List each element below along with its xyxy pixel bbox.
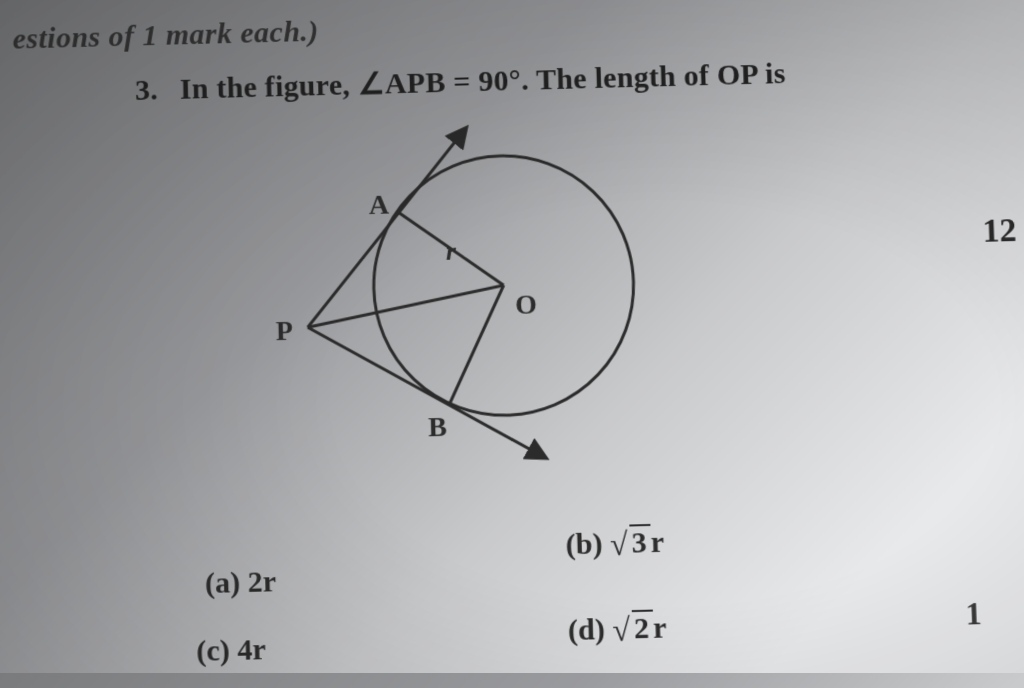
option-b-sqrt: 3 — [609, 525, 651, 563]
angle-symbol: ∠ — [357, 68, 385, 101]
option-a-prefix: 2 — [247, 565, 263, 599]
option-b-radicand: 3 — [629, 524, 651, 560]
question-text: 3. In the figure, ∠APB = 90°. The length… — [135, 56, 786, 108]
angle-label: APB — [385, 66, 446, 100]
option-a: (a) 2r — [205, 565, 277, 601]
label-o: O — [515, 289, 538, 321]
option-d-radicand: 2 — [631, 610, 653, 646]
geometry-figure: A B P O r — [215, 97, 684, 488]
label-a: A — [368, 190, 389, 221]
option-c-prefix: 4 — [237, 633, 253, 667]
equals-sign: = — [445, 65, 479, 99]
section-header-partial: estions of 1 mark each.) — [12, 15, 319, 57]
tangent-pb — [308, 321, 541, 461]
label-p: P — [275, 316, 293, 348]
margin-partial-bottom: 1 — [965, 595, 982, 633]
option-b-label: (b) — [565, 527, 603, 561]
option-d: (d) 2r — [567, 610, 667, 650]
option-c-label: (c) — [196, 634, 230, 668]
label-r: r — [445, 237, 457, 266]
label-b: B — [428, 412, 447, 444]
answer-options: (a) 2r (b) 3r (c) 4r (d) 2r — [164, 500, 906, 519]
question-text-after: . The length of OP is — [521, 57, 786, 97]
option-d-label: (d) — [568, 613, 606, 647]
option-b: (b) 3r — [565, 525, 664, 565]
option-a-label: (a) — [205, 566, 241, 600]
option-d-sqrt: 2 — [612, 611, 654, 649]
angle-value: 90° — [478, 64, 522, 98]
option-b-suffix: r — [650, 526, 664, 560]
radius-ob — [447, 285, 507, 403]
option-d-suffix: r — [653, 611, 667, 645]
question-number: 3. — [135, 74, 159, 107]
margin-partial-top: 12 — [982, 212, 1017, 251]
question-text-before: In the figure, — [179, 68, 358, 105]
option-c: (c) 4r — [196, 633, 266, 669]
option-a-suffix: r — [262, 565, 276, 599]
option-c-suffix: r — [252, 633, 266, 667]
